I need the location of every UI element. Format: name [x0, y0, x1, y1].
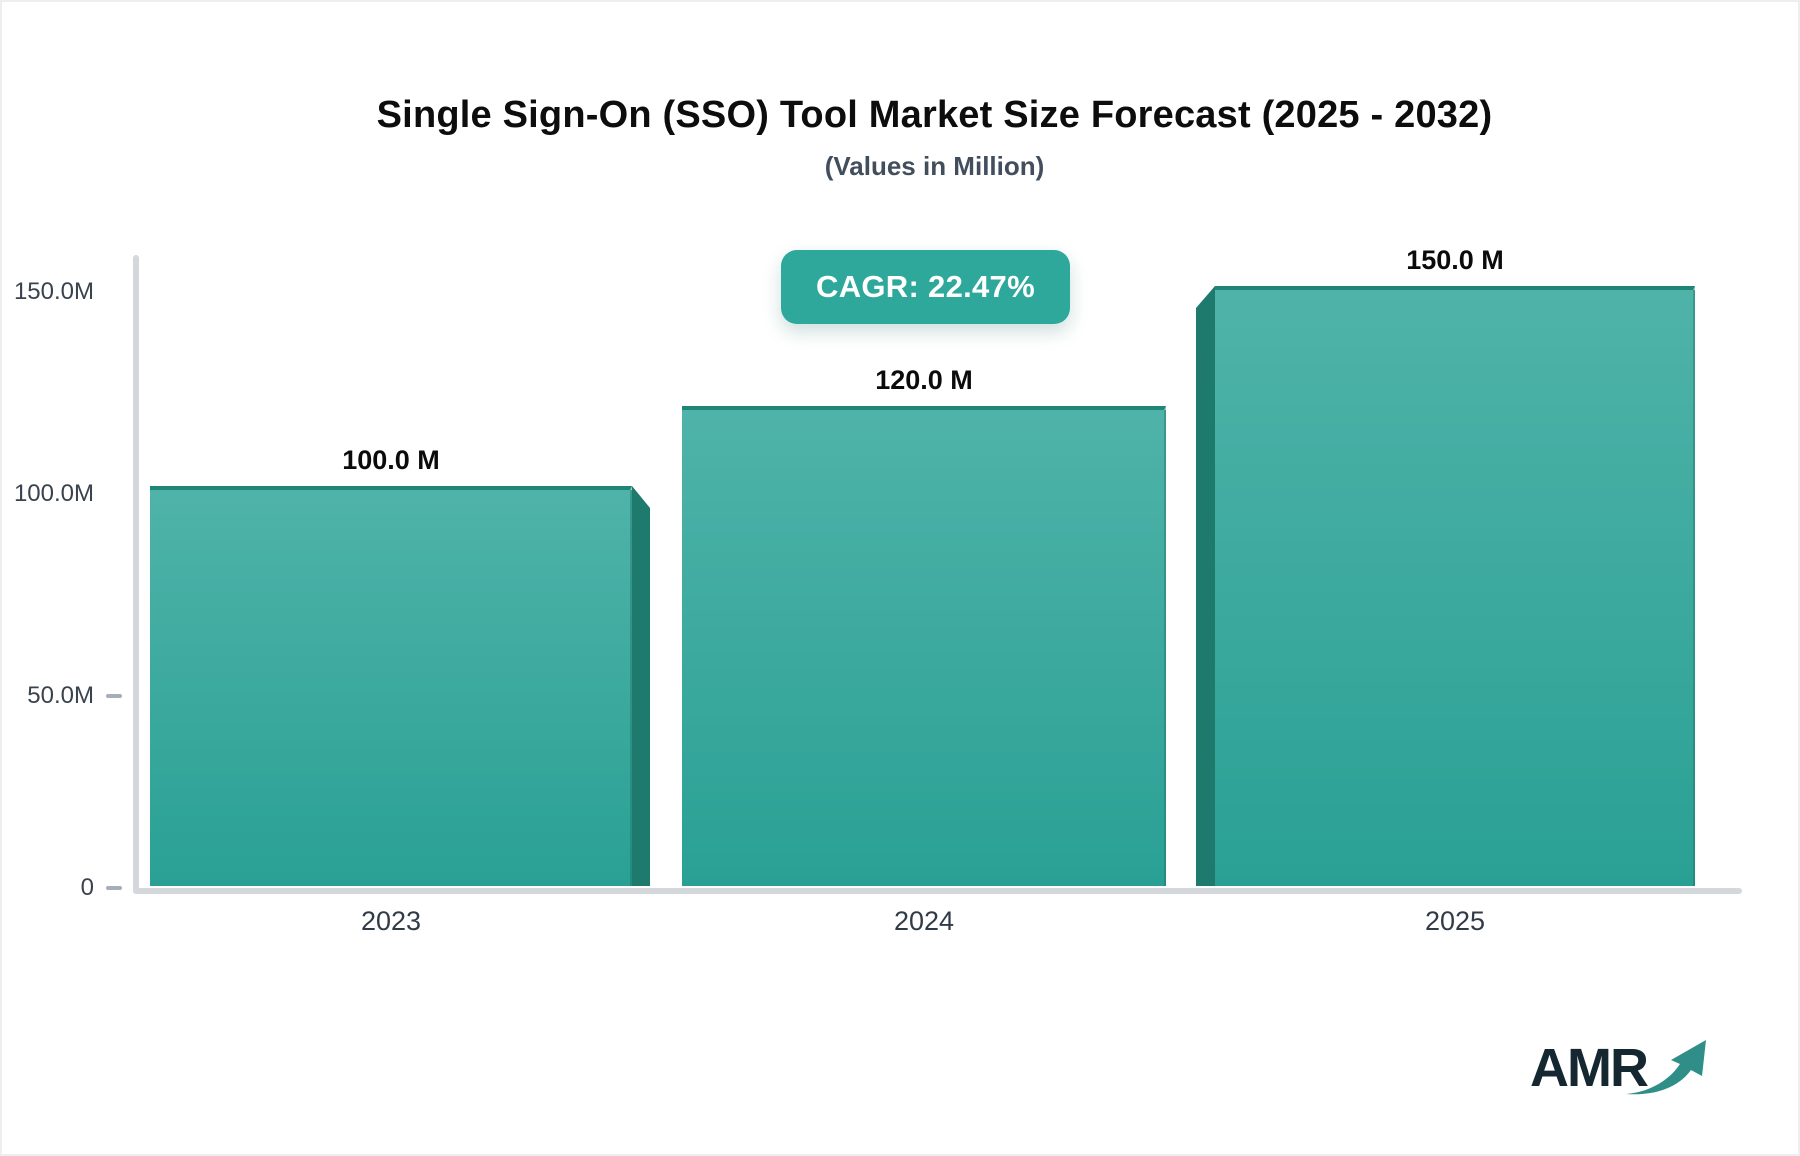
amr-logo: AMR — [1530, 1032, 1730, 1116]
bar-face — [682, 406, 1166, 886]
bar-face — [150, 486, 632, 886]
bar-2023: 100.0 M — [150, 445, 650, 886]
chart-subtitle: (Values in Million) — [824, 151, 1045, 181]
bar-face — [1215, 286, 1695, 886]
y-axis-line — [133, 255, 139, 893]
x-axis-label-2025: 2025 — [1424, 906, 1486, 936]
bar-value-label: 120.0 M — [875, 365, 973, 395]
logo-text: AMR — [1530, 1038, 1649, 1098]
bar-side-shadow — [1196, 286, 1215, 886]
y-tick-label-50: 50.0M — [27, 682, 94, 709]
bar-2025: 150.0 M — [1196, 245, 1695, 886]
bar-2024: 120.0 M — [682, 365, 1166, 886]
cagr-badge: CAGR: 22.47% — [781, 250, 1070, 324]
x-axis-baseline — [133, 888, 1742, 894]
y-tick-mark-50 — [106, 694, 122, 698]
bar-side-shadow — [632, 486, 650, 886]
logo-arrow-icon — [1626, 1040, 1706, 1095]
y-tick-label-0: 0 — [80, 874, 94, 901]
y-tick-label-100: 100.0M — [13, 480, 94, 507]
bar-value-label: 100.0 M — [342, 445, 440, 475]
x-axis-label-2023: 2023 — [360, 906, 422, 936]
y-tick-mark-0 — [106, 886, 122, 890]
chart-title: Single Sign-On (SSO) Tool Market Size Fo… — [376, 94, 1493, 136]
x-axis-label-2024: 2024 — [893, 906, 955, 936]
bar-value-label: 150.0 M — [1406, 245, 1504, 275]
y-tick-label-150: 150.0M — [13, 278, 94, 305]
